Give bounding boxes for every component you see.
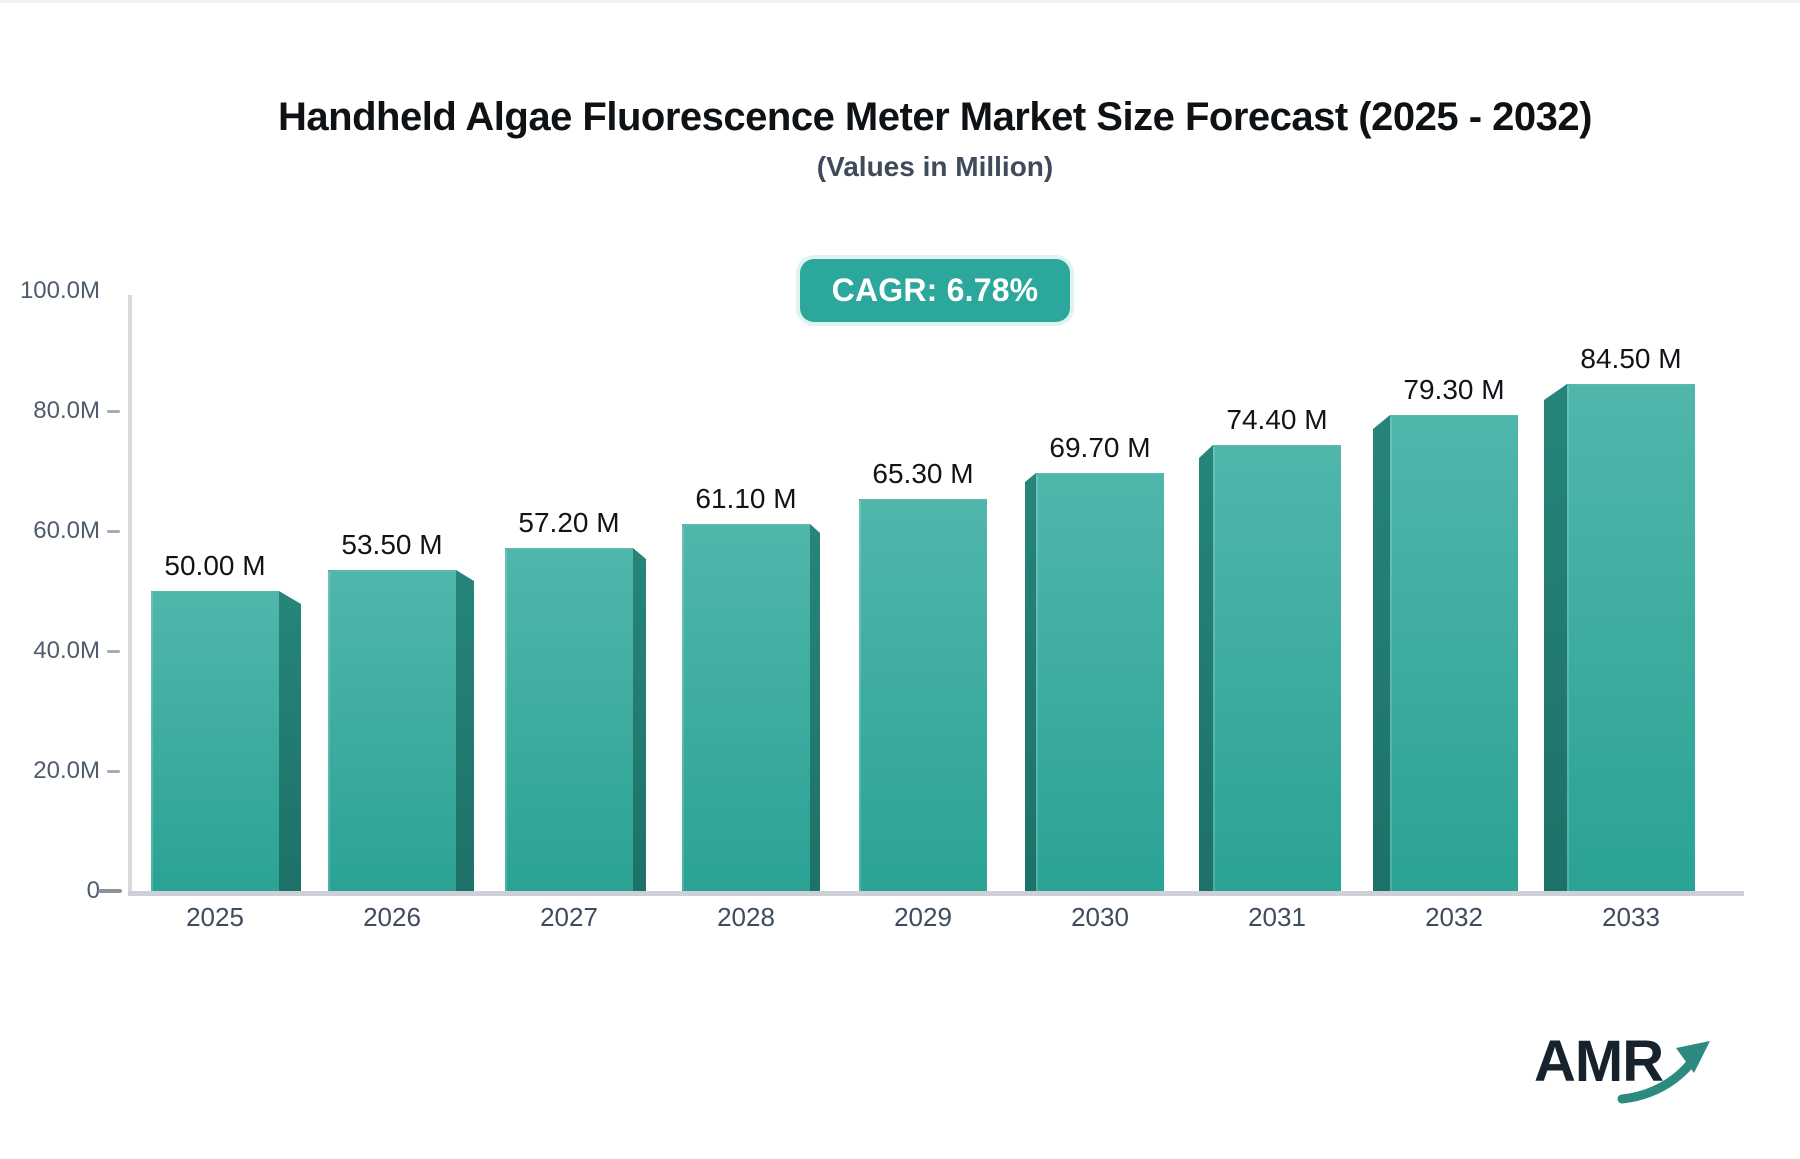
x-tick-label: 2027: [540, 902, 598, 932]
y-tick-label: 20.0M: [33, 757, 100, 784]
bar-value-label: 74.40 M: [1226, 404, 1328, 435]
y-tick: [107, 770, 120, 773]
bar-2031[interactable]: [1213, 445, 1341, 891]
bar-2025[interactable]: [151, 591, 279, 891]
bar-2026[interactable]: [328, 570, 456, 891]
bar-value-label: 84.50 M: [1580, 343, 1682, 374]
bar-2029[interactable]: [859, 499, 987, 891]
y-axis-line: [128, 295, 132, 896]
y-tick-zero: [98, 889, 122, 893]
y-tick: [107, 530, 120, 533]
bar-value-label: 61.10 M: [695, 483, 797, 514]
x-tick-label: 2030: [1071, 902, 1129, 932]
bar-2032[interactable]: [1390, 415, 1518, 891]
y-tick-label: 80.0M: [33, 397, 100, 424]
x-axis-baseline: [128, 891, 1744, 896]
x-tick-label: 2033: [1602, 902, 1660, 932]
cagr-badge-row: CAGR: 6.78%: [130, 259, 1740, 322]
bar-2030[interactable]: [1036, 473, 1164, 891]
x-tick-label: 2029: [894, 902, 952, 932]
amr-logo-text: AMR: [1534, 1029, 1664, 1094]
bar-side-panel: [1373, 415, 1390, 891]
chart-subtitle: (Values in Million): [816, 151, 1054, 182]
y-tick-label: 100.0M: [19, 277, 100, 304]
bar-side-panel: [1544, 384, 1567, 891]
amr-logo: AMR: [1534, 1031, 1724, 1111]
y-tick-label: 0: [86, 877, 100, 904]
bar-2033[interactable]: [1567, 384, 1695, 891]
bar-value-label: 79.30 M: [1403, 374, 1505, 405]
bar-side-panel: [1025, 473, 1036, 891]
x-tick-label: 2026: [363, 902, 421, 932]
bar-2027[interactable]: [505, 548, 633, 891]
bar-side-panel: [279, 591, 301, 891]
x-tick-label: 2025: [186, 902, 244, 932]
bar-value-label: 53.50 M: [341, 529, 443, 560]
bar-side-panel: [456, 570, 474, 891]
bar-side-panel: [810, 524, 820, 891]
bar-value-label: 50.00 M: [164, 550, 266, 581]
growth-arrow-icon: [1617, 1041, 1710, 1104]
bar-chart-plot: 100.0M 80.0M 60.0M 40.0M 20.0M 0 50.00 M 2025 53…: [0, 3, 1800, 1159]
y-tick-label: 40.0M: [33, 637, 100, 664]
y-tick: [107, 410, 120, 413]
bar-2028[interactable]: [682, 524, 810, 891]
x-tick-label: 2031: [1248, 902, 1306, 932]
chart-title: Handheld Algae Fluorescence Meter Market…: [278, 95, 1592, 139]
bar-side-panel: [633, 548, 646, 891]
bar-value-label: 69.70 M: [1049, 432, 1151, 463]
cagr-badge: CAGR: 6.78%: [799, 259, 1071, 322]
y-tick: [107, 650, 120, 653]
bar-side-panel: [1199, 445, 1213, 891]
bar-value-label: 57.20 M: [518, 507, 620, 538]
bar-value-label: 65.30 M: [872, 458, 974, 489]
y-tick-label: 60.0M: [33, 517, 100, 544]
x-tick-label: 2028: [717, 902, 775, 932]
x-tick-label: 2032: [1425, 902, 1483, 932]
